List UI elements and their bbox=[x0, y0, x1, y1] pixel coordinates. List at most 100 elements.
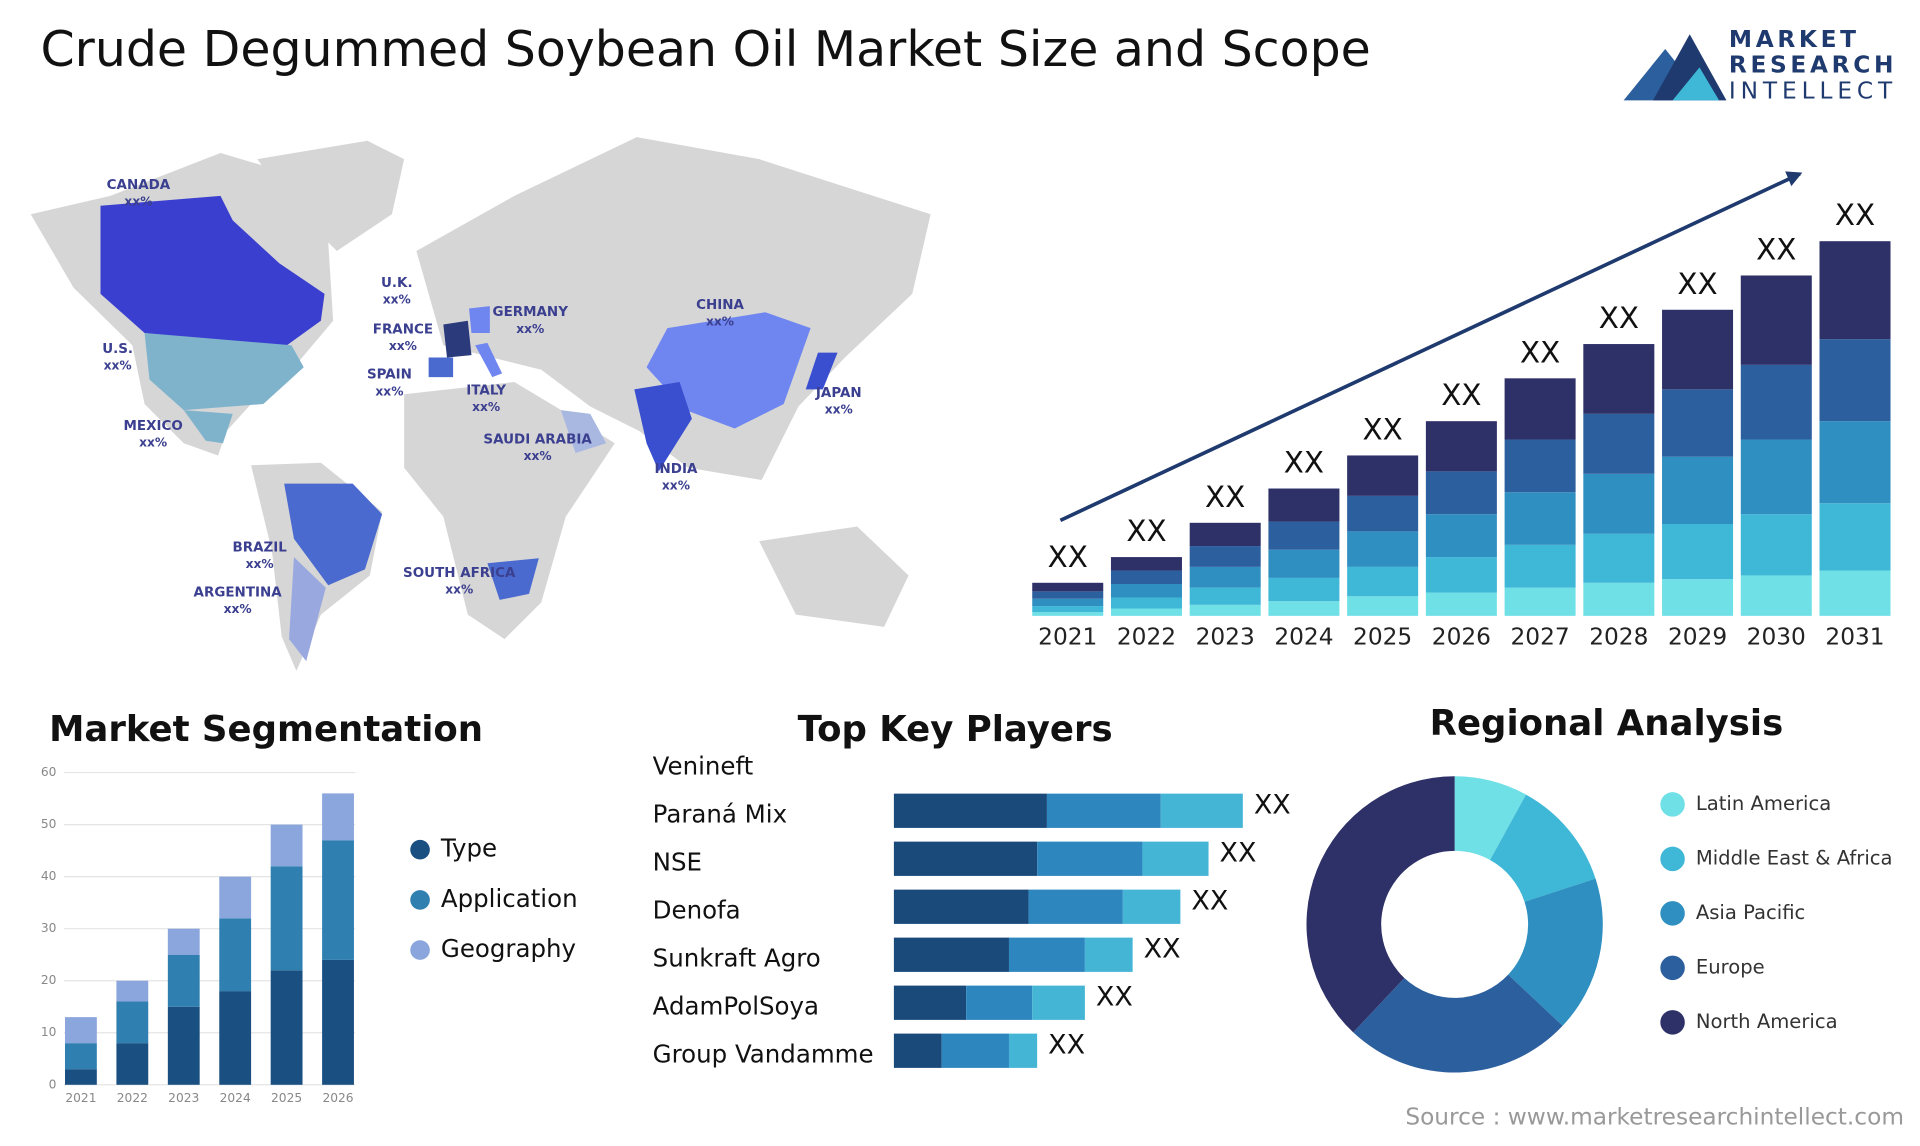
bar-segment bbox=[1819, 570, 1891, 616]
bar-segment bbox=[1583, 344, 1655, 414]
map-value: xx% bbox=[524, 449, 552, 463]
bar-segment bbox=[1504, 378, 1576, 440]
country bbox=[100, 195, 325, 349]
bar-segment bbox=[1740, 275, 1812, 365]
bar-segment bbox=[1662, 524, 1734, 580]
bar-segment bbox=[1347, 596, 1419, 616]
bar-total-label: XX bbox=[1835, 198, 1875, 232]
bar-segment bbox=[1504, 439, 1576, 493]
legend-label: Application bbox=[441, 884, 578, 913]
bar-segment bbox=[1425, 514, 1497, 558]
bar-segment bbox=[893, 793, 1047, 828]
legend-label: North America bbox=[1696, 1010, 1838, 1033]
bar-segment bbox=[219, 991, 252, 1085]
map-value: xx% bbox=[706, 315, 734, 329]
bar-segment bbox=[1347, 495, 1419, 532]
value-label: XX bbox=[1096, 981, 1133, 1012]
donut-slice bbox=[1306, 776, 1455, 1033]
continent bbox=[416, 137, 931, 480]
bar-segment bbox=[1032, 612, 1104, 616]
x-tick-label: 2023 bbox=[1196, 623, 1255, 650]
map-value: xx% bbox=[246, 557, 274, 571]
value-label: XX bbox=[1048, 1029, 1085, 1060]
country bbox=[475, 342, 503, 378]
bar-segment bbox=[1268, 488, 1340, 522]
map-label: GERMANY bbox=[493, 305, 569, 320]
x-tick-label: 2028 bbox=[1589, 623, 1648, 650]
bar-segment bbox=[893, 841, 1038, 876]
bar-segment bbox=[1740, 514, 1812, 576]
category-label: Denofa bbox=[653, 896, 741, 925]
map-label: SAUDI ARABIA bbox=[483, 433, 592, 448]
bar-segment bbox=[1583, 533, 1655, 583]
map-value: xx% bbox=[104, 359, 132, 373]
bar-total-label: XX bbox=[1205, 480, 1245, 514]
bar-segment bbox=[219, 918, 252, 992]
continent bbox=[257, 140, 405, 251]
category-label: Venineft bbox=[653, 752, 754, 781]
bar-segment bbox=[1425, 557, 1497, 593]
bar-segment bbox=[167, 1006, 200, 1085]
bar-segment bbox=[1662, 309, 1734, 390]
bar-segment bbox=[1189, 566, 1261, 588]
bar-segment bbox=[322, 793, 354, 841]
y-tick-label: 0 bbox=[49, 1077, 57, 1091]
bar-total-label: XX bbox=[1284, 446, 1324, 480]
bar-total-label: XX bbox=[1441, 378, 1481, 412]
map-label: JAPAN bbox=[815, 386, 862, 401]
logo-text: RESEARCH bbox=[1729, 52, 1897, 79]
map-label: ARGENTINA bbox=[194, 586, 283, 601]
x-tick-label: 2026 bbox=[1432, 623, 1491, 650]
bar-segment bbox=[893, 985, 967, 1020]
bar-segment bbox=[116, 1043, 149, 1085]
map-label: SPAIN bbox=[367, 368, 412, 383]
bar-segment bbox=[1740, 575, 1812, 616]
bar-segment bbox=[1189, 587, 1261, 605]
bar-segment bbox=[270, 866, 303, 971]
country bbox=[428, 357, 454, 378]
legend-label: Geography bbox=[441, 934, 576, 963]
bar-segment bbox=[893, 1033, 942, 1068]
bar-segment bbox=[270, 824, 303, 867]
bar-segment bbox=[1142, 841, 1209, 876]
bar-segment bbox=[1008, 937, 1085, 972]
bar-segment bbox=[1347, 531, 1419, 567]
legend-marker bbox=[1660, 792, 1685, 817]
value-label: XX bbox=[1144, 933, 1181, 964]
continent bbox=[759, 526, 909, 627]
x-tick-label: 2026 bbox=[322, 1091, 353, 1105]
bar-total-label: XX bbox=[1048, 540, 1088, 574]
map-value: xx% bbox=[224, 602, 252, 616]
x-tick-label: 2024 bbox=[220, 1091, 251, 1105]
bar-segment bbox=[1662, 456, 1734, 525]
page-title: Crude Degummed Soybean Oil Market Size a… bbox=[41, 21, 1371, 78]
bar-segment bbox=[116, 1001, 149, 1044]
map-value: xx% bbox=[472, 400, 500, 414]
bar-segment bbox=[270, 970, 303, 1085]
donut-slice bbox=[1353, 974, 1563, 1073]
bar-segment bbox=[1032, 598, 1104, 607]
bar-segment bbox=[1189, 546, 1261, 567]
bar-segment bbox=[1268, 549, 1340, 578]
chart-title: Market Segmentation bbox=[49, 709, 483, 750]
bar-segment bbox=[893, 937, 1009, 972]
bar-segment bbox=[1189, 522, 1261, 547]
bar-segment bbox=[1032, 582, 1104, 592]
bar-segment bbox=[1819, 241, 1891, 340]
x-tick-label: 2022 bbox=[1117, 623, 1176, 650]
bar-segment bbox=[1032, 591, 1104, 599]
legend-marker bbox=[1660, 901, 1685, 926]
y-tick-label: 50 bbox=[41, 817, 57, 831]
legend-label: Asia Pacific bbox=[1696, 901, 1805, 924]
map-label: MEXICO bbox=[124, 419, 183, 434]
map-label: INDIA bbox=[655, 462, 698, 477]
bar-total-label: XX bbox=[1520, 335, 1560, 369]
bar-segment bbox=[1504, 544, 1576, 588]
bar-segment bbox=[1110, 557, 1182, 571]
bar-segment bbox=[1819, 503, 1891, 571]
bar-total-label: XX bbox=[1363, 412, 1403, 446]
bar-segment bbox=[1110, 570, 1182, 585]
legend-marker bbox=[410, 839, 430, 860]
legend-label: Europe bbox=[1696, 955, 1765, 978]
